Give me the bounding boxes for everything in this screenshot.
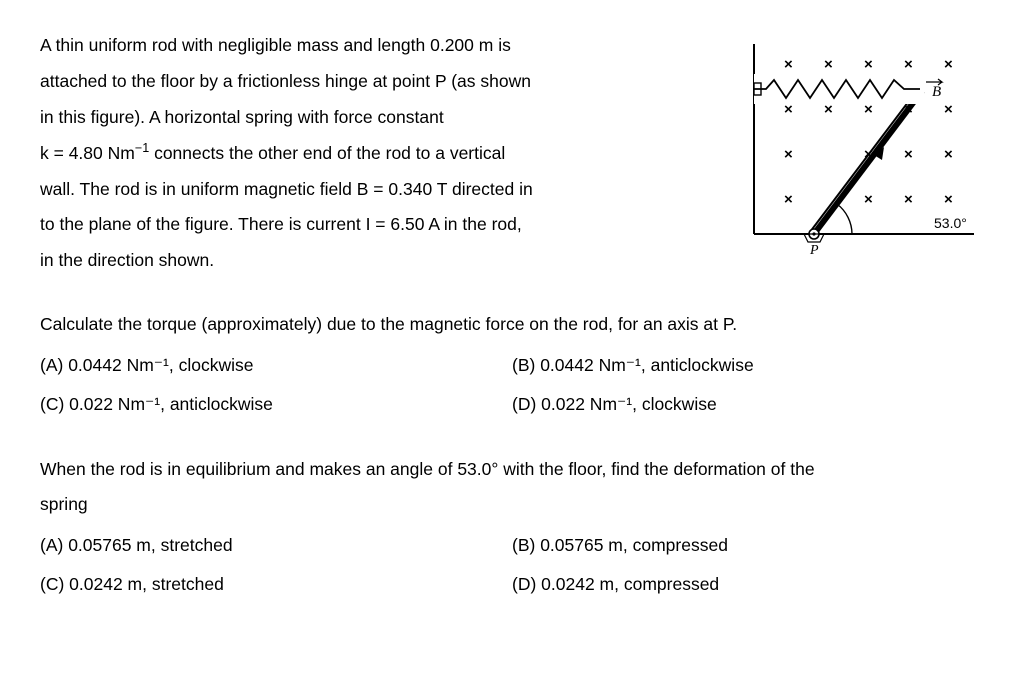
page: A thin uniform rod with negligible mass … bbox=[0, 0, 1024, 624]
figure: ×××××××××××××××××× B bbox=[724, 34, 984, 269]
q1-option-c: (C) 0.022 Nm⁻¹, anticlockwise bbox=[40, 385, 512, 424]
q1-text: Calculate the torque (approximately) due… bbox=[40, 307, 984, 342]
field-x-icon: × bbox=[944, 56, 953, 73]
text: connects the other end of the rod to a v… bbox=[149, 143, 505, 163]
text: attached to the floor by a frictionless … bbox=[40, 71, 435, 91]
text: directed in bbox=[447, 179, 533, 199]
q2-option-c: (C) 0.0242 m, stretched bbox=[40, 565, 512, 604]
point-p: P bbox=[435, 71, 446, 91]
q2-options: (A) 0.05765 m, stretched (B) 0.05765 m, … bbox=[40, 526, 984, 604]
q2-text: When the rod is in equilibrium and makes… bbox=[40, 452, 984, 522]
field-x-icon: × bbox=[864, 191, 873, 208]
angle-label: 53.0° bbox=[934, 215, 967, 231]
value-b: B = 0.340 T bbox=[357, 179, 447, 199]
text: spring bbox=[40, 494, 88, 514]
field-x-icon: × bbox=[904, 146, 913, 163]
text: to the plane of the figure. There is cur… bbox=[40, 214, 366, 234]
field-x-icon: × bbox=[944, 191, 953, 208]
p-label: P bbox=[809, 243, 819, 258]
field-x-icon: × bbox=[904, 56, 913, 73]
text: A thin uniform rod with negligible mass … bbox=[40, 35, 430, 55]
text: in the rod, bbox=[439, 214, 522, 234]
diagram-svg: ×××××××××××××××××× B bbox=[724, 34, 984, 264]
field-x-icon: × bbox=[864, 56, 873, 73]
value-i: I = 6.50 A bbox=[366, 214, 439, 234]
exponent: −1 bbox=[135, 141, 149, 155]
text: with the floor, find the deformation of … bbox=[498, 459, 814, 479]
q1-option-a: (A) 0.0442 Nm⁻¹, clockwise bbox=[40, 346, 512, 385]
field-x-icon: × bbox=[944, 101, 953, 118]
field-x-icon: × bbox=[904, 191, 913, 208]
text: is bbox=[493, 35, 511, 55]
field-x-icon: × bbox=[824, 56, 833, 73]
value-angle: 53.0° bbox=[457, 459, 498, 479]
q1-option-b: (B) 0.0442 Nm⁻¹, anticlockwise bbox=[512, 346, 984, 385]
q1-option-d: (D) 0.022 Nm⁻¹, clockwise bbox=[512, 385, 984, 424]
text: wall. The rod is in uniform magnetic fie… bbox=[40, 179, 357, 199]
question-1: Calculate the torque (approximately) due… bbox=[40, 307, 984, 424]
text: in the direction shown. bbox=[40, 250, 214, 270]
angle-arc bbox=[837, 204, 852, 234]
value-length: 0.200 m bbox=[430, 35, 493, 55]
question-2: When the rod is in equilibrium and makes… bbox=[40, 452, 984, 604]
b-label: B bbox=[932, 84, 941, 100]
q2-option-a: (A) 0.05765 m, stretched bbox=[40, 526, 512, 565]
text: (as shown bbox=[446, 71, 531, 91]
text: When the rod is in equilibrium and makes… bbox=[40, 459, 457, 479]
value-k: k = 4.80 Nm bbox=[40, 143, 135, 163]
top-row: A thin uniform rod with negligible mass … bbox=[40, 28, 984, 279]
field-x-icon: × bbox=[784, 191, 793, 208]
text: in this figure). A horizontal spring wit… bbox=[40, 107, 444, 127]
field-x-icon: × bbox=[944, 146, 953, 163]
q2-option-d: (D) 0.0242 m, compressed bbox=[512, 565, 984, 604]
q1-options: (A) 0.0442 Nm⁻¹, clockwise (B) 0.0442 Nm… bbox=[40, 346, 984, 424]
problem-passage: A thin uniform rod with negligible mass … bbox=[40, 28, 700, 279]
q2-option-b: (B) 0.05765 m, compressed bbox=[512, 526, 984, 565]
field-x-icon: × bbox=[784, 146, 793, 163]
field-x-icon: × bbox=[784, 56, 793, 73]
